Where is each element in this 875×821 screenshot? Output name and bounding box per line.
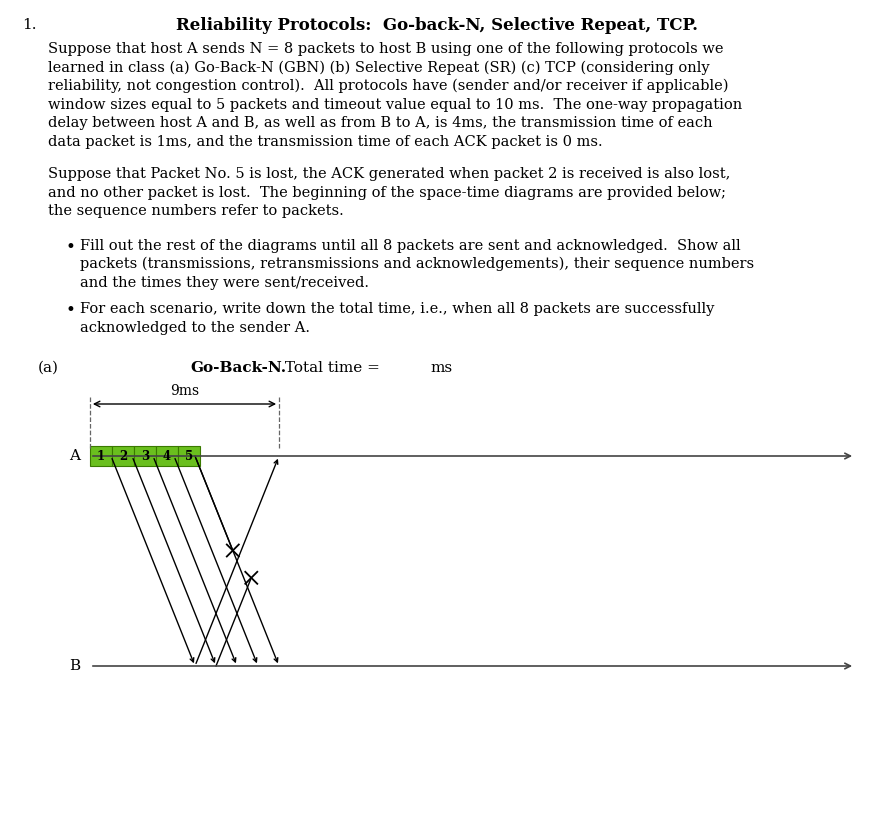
- Text: delay between host A and B, as well as from B to A, is 4ms, the transmission tim: delay between host A and B, as well as f…: [48, 116, 712, 130]
- Text: Fill out the rest of the diagrams until all 8 packets are sent and acknowledged.: Fill out the rest of the diagrams until …: [80, 238, 740, 253]
- Text: B: B: [69, 659, 80, 673]
- Text: Total time =: Total time =: [280, 361, 380, 375]
- Text: 5: 5: [185, 450, 193, 462]
- Text: Suppose that Packet No. 5 is lost, the ACK generated when packet 2 is received i: Suppose that Packet No. 5 is lost, the A…: [48, 167, 731, 181]
- Text: Suppose that host A sends N = 8 packets to host B using one of the following pro: Suppose that host A sends N = 8 packets …: [48, 42, 724, 56]
- Text: A: A: [69, 449, 80, 463]
- Text: 3: 3: [141, 450, 149, 462]
- Text: reliability, not congestion control).  All protocols have (sender and/or receive: reliability, not congestion control). Al…: [48, 79, 729, 94]
- Text: 1: 1: [97, 450, 105, 462]
- Text: acknowledged to the sender A.: acknowledged to the sender A.: [80, 320, 310, 334]
- Text: 1.: 1.: [22, 18, 37, 32]
- Text: learned in class (a) Go-Back-N (GBN) (b) Selective Repeat (SR) (c) TCP (consider: learned in class (a) Go-Back-N (GBN) (b)…: [48, 61, 710, 75]
- Text: (a): (a): [38, 361, 59, 375]
- FancyBboxPatch shape: [112, 446, 134, 466]
- FancyBboxPatch shape: [178, 446, 200, 466]
- Text: data packet is 1ms, and the transmission time of each ACK packet is 0 ms.: data packet is 1ms, and the transmission…: [48, 135, 603, 149]
- Text: 2: 2: [119, 450, 127, 462]
- Text: 4: 4: [163, 450, 172, 462]
- Text: For each scenario, write down the total time, i.e., when all 8 packets are succe: For each scenario, write down the total …: [80, 302, 714, 316]
- Text: and the times they were sent/received.: and the times they were sent/received.: [80, 276, 369, 290]
- Text: window sizes equal to 5 packets and timeout value equal to 10 ms.  The one-way p: window sizes equal to 5 packets and time…: [48, 98, 742, 112]
- Text: and no other packet is lost.  The beginning of the space-time diagrams are provi: and no other packet is lost. The beginni…: [48, 186, 726, 200]
- FancyBboxPatch shape: [156, 446, 178, 466]
- Text: ms: ms: [430, 361, 452, 375]
- Text: Go-Back-N.: Go-Back-N.: [190, 361, 286, 375]
- Text: •: •: [65, 302, 75, 319]
- Text: 9ms: 9ms: [170, 384, 200, 398]
- Text: the sequence numbers refer to packets.: the sequence numbers refer to packets.: [48, 204, 344, 218]
- Text: Reliability Protocols:  Go-back-N, Selective Repeat, TCP.: Reliability Protocols: Go-back-N, Select…: [176, 17, 698, 34]
- Text: •: •: [65, 238, 75, 255]
- FancyBboxPatch shape: [90, 446, 112, 466]
- Text: packets (transmissions, retransmissions and acknowledgements), their sequence nu: packets (transmissions, retransmissions …: [80, 257, 754, 272]
- FancyBboxPatch shape: [134, 446, 156, 466]
